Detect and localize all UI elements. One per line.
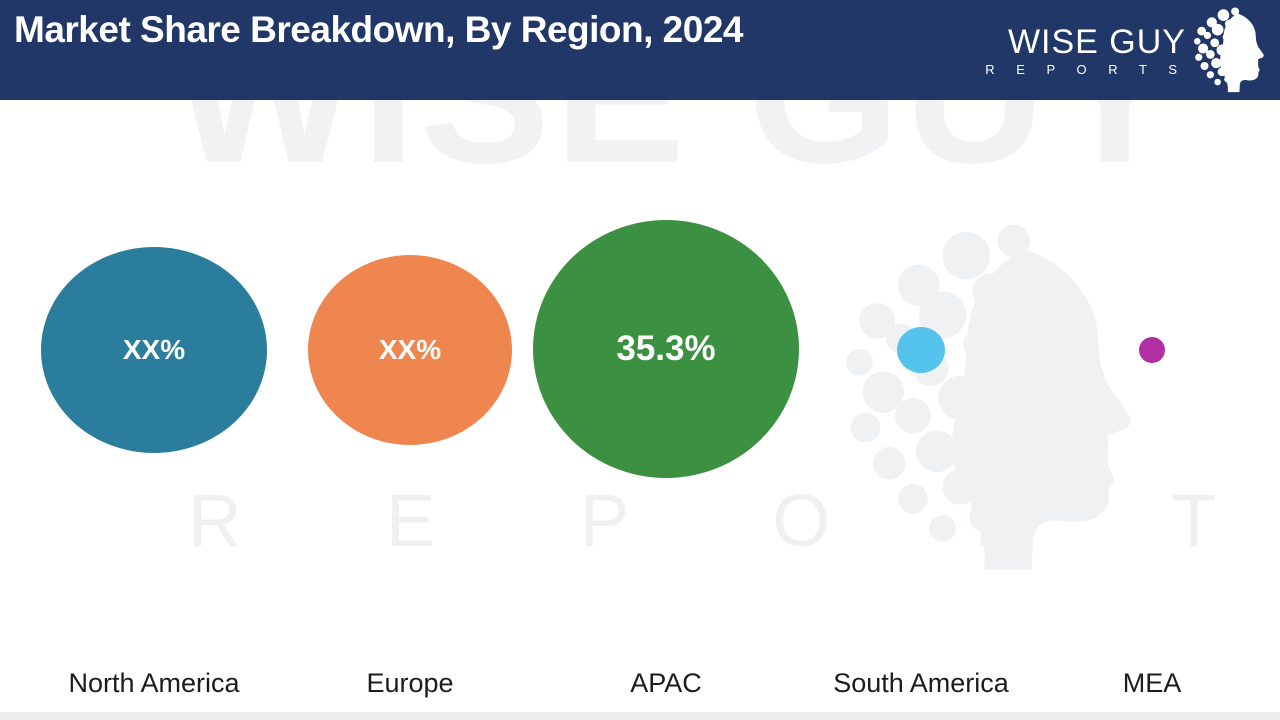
brand-text: WISE GUY R E P O R T S (985, 24, 1186, 77)
bubble-south-america (897, 327, 945, 373)
bubble-europe: XX% (308, 255, 512, 445)
bubble-value-europe: XX% (378, 334, 442, 365)
category-label-mea: MEA (1122, 668, 1182, 698)
category-label-south-america: South America (833, 668, 1009, 698)
bubble-mea (1139, 337, 1165, 363)
page-title: Market Share Breakdown, By Region, 2024 (14, 9, 744, 50)
watermark-reports-text: R E P O R T S (188, 479, 1280, 562)
footer-strip (0, 712, 1280, 720)
watermark-head-icon (846, 224, 1131, 571)
category-label-apac: APAC (630, 668, 702, 698)
brand-logo: WISE GUY R E P O R T S (985, 0, 1270, 100)
bubble-north-america: XX% (41, 247, 267, 453)
bubble-apac: 35.3% (533, 220, 799, 478)
brand-subtitle: R E P O R T S (985, 61, 1186, 77)
brand-head-icon (1194, 7, 1264, 93)
header-bar: Market Share Breakdown, By Region, 2024 … (0, 0, 1280, 100)
category-label-north-america: North America (68, 668, 240, 698)
brand-name: WISE GUY (1007, 22, 1186, 61)
category-label-europe: Europe (366, 668, 454, 698)
bubble-value-north-america: XX% (122, 334, 186, 365)
bubble-value-apac: 35.3% (616, 329, 716, 368)
